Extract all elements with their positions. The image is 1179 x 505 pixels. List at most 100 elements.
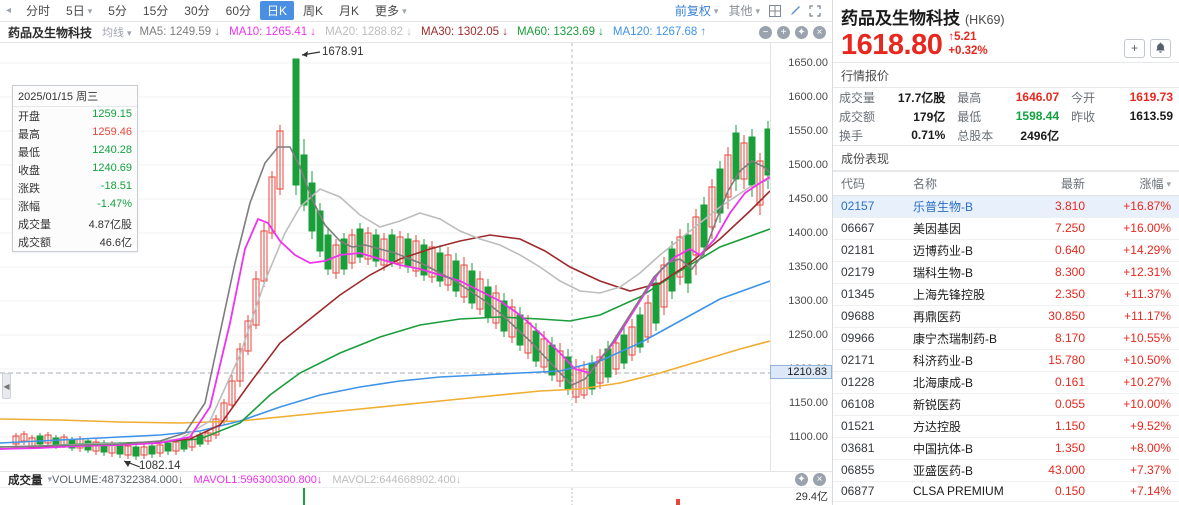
chevron-down-icon[interactable]: ▾ [1166, 179, 1171, 190]
table-row[interactable]: 01345 上海先锋控股 2.350 +11.37% [833, 283, 1179, 306]
chevron-down-icon[interactable]: ▾ [402, 6, 407, 17]
tooltip-value-change: -18.51 [100, 180, 132, 192]
ma-sub-label: 均线 [102, 27, 125, 39]
volume-chart[interactable]: 29.4亿 [0, 488, 832, 505]
chart-pane: ◂ 分时 5日 ▾ 5分 15分 30分 60分 日K 周K 月K 更多 ▾ 前复权… [0, 0, 832, 505]
gear-icon[interactable]: ✦ [795, 25, 808, 39]
period-more[interactable]: 更多 ▾ [368, 1, 414, 20]
adjust-dropdown[interactable]: 前复权 ▾ [671, 1, 723, 20]
price-line: 1618.80 ↑5.21 +0.32% [841, 30, 1171, 60]
volume-chart-svg [303, 488, 680, 505]
ma-line-ma30 [0, 190, 770, 450]
add-to-watchlist-button[interactable]: + [1124, 38, 1145, 58]
period-dayk[interactable]: 日K [260, 1, 295, 20]
ma-dropdown[interactable]: 均线 ▾ [102, 24, 132, 40]
cell-code: 06855 [833, 459, 905, 482]
tooltip-row-close: 收盘 1240.69 [13, 161, 137, 179]
brush-icon[interactable] [786, 3, 804, 19]
cell-last: 1.350 [1021, 437, 1093, 460]
cell-change: +10.00% [1093, 393, 1179, 416]
other-dropdown[interactable]: 其他 ▾ [724, 1, 764, 20]
table-row[interactable]: 06108 新锐医药 0.055 +10.00% [833, 393, 1179, 416]
table-row[interactable]: 02142 和铂医药-B 9.180 +6.99% [833, 501, 1179, 505]
period-5day[interactable]: 5日 ▾ [59, 1, 99, 20]
chart-collapse-handle[interactable]: ◀ [2, 373, 11, 399]
cell-code: 06877 [833, 481, 905, 502]
table-row[interactable]: 02157 乐普生物-B 3.810 +16.87% [833, 195, 1179, 218]
period-toolbar: ◂ 分时 5日 ▾ 5分 15分 30分 60分 日K 周K 月K 更多 ▾ 前复权… [0, 0, 832, 22]
price-change-group: ↑5.21 +0.32% [948, 30, 987, 60]
stat-label-open: 今开 [1071, 90, 1096, 105]
chevron-down-icon[interactable]: ▾ [87, 6, 93, 17]
constituents-body: 02157 乐普生物-B 3.810 +16.87% 06667 美因基因 7.… [833, 195, 1179, 505]
table-row[interactable]: 02181 迈博药业-B 0.640 +14.29% [833, 239, 1179, 262]
cell-last: 8.300 [1021, 261, 1093, 284]
ma120-value: MA120: 1267.68 ↑ [612, 26, 707, 38]
table-row[interactable]: 06667 美因基因 7.250 +16.00% [833, 217, 1179, 240]
period-5min[interactable]: 5分 [108, 4, 127, 18]
column-header-name[interactable]: 名称 [905, 170, 1021, 196]
quote-header: 药品及生物科技 (HK69) 1618.80 ↑5.21 +0.32% + [833, 0, 1179, 63]
minus-icon[interactable]: − [759, 25, 772, 39]
grid-icon[interactable] [766, 3, 784, 19]
ma60-value: MA60: 1323.69 ↓ [516, 26, 604, 38]
chevron-down-icon[interactable]: ▾ [713, 6, 719, 17]
table-row[interactable]: 03681 中国抗体-B 1.350 +8.00% [833, 437, 1179, 460]
volume-indicator-bar: 成交量 ▾ VOLUME:487322384.000↓ MAVOL1:59630… [0, 471, 832, 488]
scroll-left-icon[interactable]: ◂ [6, 4, 12, 16]
mavol2-value: MAVOL2:644668902.400↓ [332, 473, 462, 486]
close-icon[interactable]: × [813, 25, 826, 39]
table-row[interactable]: 06877 CLSA PREMIUM 0.150 +7.14% [833, 481, 1179, 502]
column-header-change[interactable]: 涨幅 ▾ [1093, 170, 1179, 196]
period-30min[interactable]: 30分 [184, 4, 210, 18]
quote-stats-row: 换手 0.71% 总股本 2496亿 [833, 126, 1179, 146]
table-row[interactable]: 06855 亚盛医药-B 43.000 +7.37% [833, 459, 1179, 482]
cell-name: 康宁杰瑞制药-B [905, 327, 1021, 350]
price-change: ↑5.21 [948, 31, 977, 43]
bell-icon[interactable] [1150, 38, 1171, 58]
table-row[interactable]: 01521 方达控股 1.150 +9.52% [833, 415, 1179, 438]
stat-label-prevclose: 昨收 [1071, 109, 1096, 124]
gear-icon[interactable]: ✦ [795, 473, 808, 486]
ytick-8: 1250.00 [788, 329, 828, 341]
period-fenshi[interactable]: 分时 [26, 4, 51, 18]
tooltip-row-low: 最低 1240.28 [13, 143, 137, 161]
period-60min[interactable]: 60分 [225, 4, 251, 18]
table-row[interactable]: 02171 科济药业-B 15.780 +10.50% [833, 349, 1179, 372]
table-row[interactable]: 09688 再鼎医药 30.850 +11.17% [833, 305, 1179, 328]
ma-indicator-bar: 药品及生物科技 均线 ▾ MA5: 1249.59 ↓ MA10: 1265.41… [0, 22, 832, 43]
column-header-code[interactable]: 代码 [833, 170, 905, 196]
ytick-11: 1100.00 [789, 431, 828, 443]
close-icon[interactable]: × [813, 473, 826, 486]
cell-change: +7.37% [1093, 459, 1179, 482]
tooltip-value-turnover: 46.6亿 [99, 237, 132, 249]
table-row[interactable]: 01228 北海康成-B 0.161 +10.27% [833, 371, 1179, 394]
period-weekk[interactable]: 周K [303, 4, 324, 18]
chevron-down-icon[interactable]: ▾ [755, 6, 760, 17]
cell-code: 02142 [833, 501, 905, 505]
stat-label-shares: 总股本 [957, 128, 994, 143]
table-row[interactable]: 09966 康宁杰瑞制药-B 8.170 +10.55% [833, 327, 1179, 350]
quote-stats-row: 成交量 17.7亿股 最高 1646.07 今开 1619.73 [833, 88, 1179, 107]
ytick-7: 1300.00 [788, 295, 828, 307]
ma-line-ma5 [0, 146, 770, 448]
ma-line-ma120 [0, 280, 770, 444]
period-monthk[interactable]: 月K [339, 4, 360, 18]
stock-code: (HK69) [965, 13, 1005, 27]
quote-section-title: 行情报价 [833, 62, 1179, 88]
table-row[interactable]: 02179 瑞科生物-B 8.300 +12.31% [833, 261, 1179, 284]
chevron-down-icon[interactable]: ▾ [127, 27, 132, 38]
plus-icon[interactable]: + [777, 25, 790, 39]
cell-last: 30.850 [1021, 305, 1093, 328]
period-more-label: 更多 [375, 4, 400, 18]
cell-change: +10.50% [1093, 349, 1179, 372]
column-header-last[interactable]: 最新 [1021, 170, 1093, 196]
stat-label-turnover: 成交额 [839, 109, 876, 124]
period-15min[interactable]: 15分 [142, 4, 169, 18]
ytick-6: 1350.00 [788, 261, 828, 273]
cell-code: 06667 [833, 217, 905, 240]
fullscreen-icon[interactable] [806, 3, 824, 19]
chevron-down-icon[interactable]: ▾ [47, 474, 53, 484]
k-chart-canvas[interactable]: 2025/01/15 周三 开盘 1259.15 最高 1259.46 最低 1240… [0, 43, 832, 472]
